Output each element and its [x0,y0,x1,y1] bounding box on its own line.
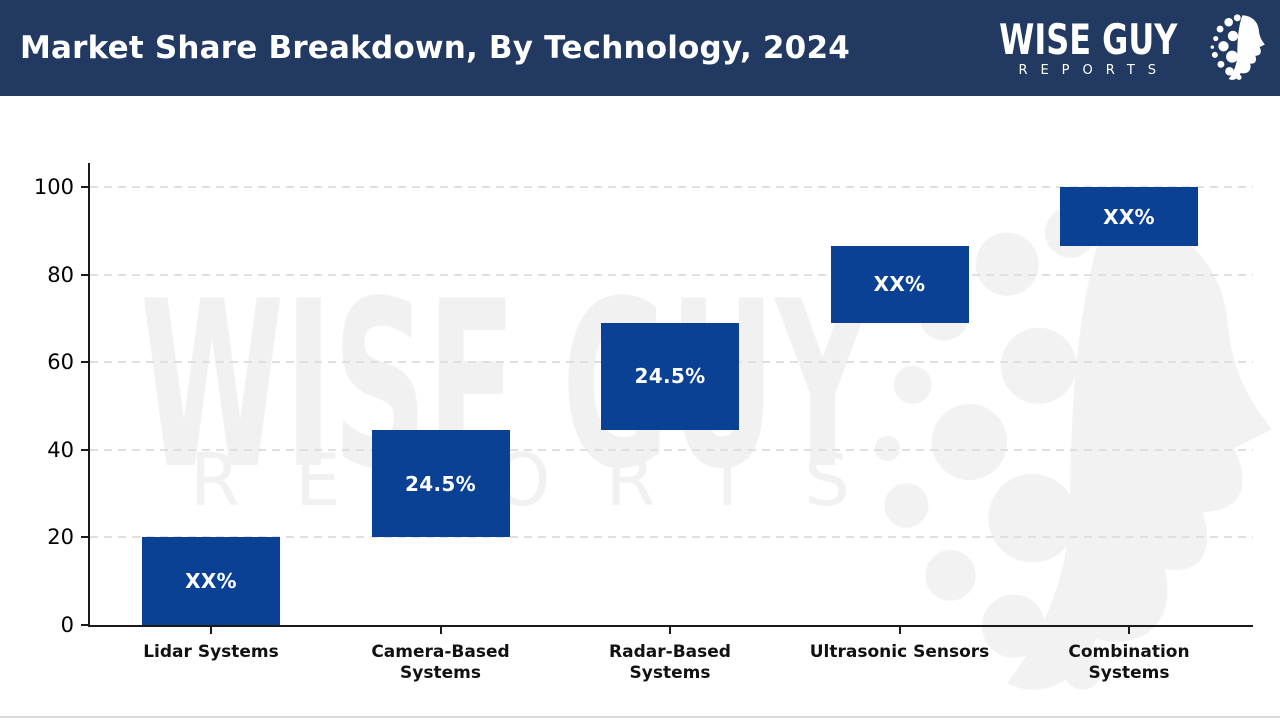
y-gridline [90,536,1253,539]
x-category-label: Combination Systems [1068,642,1190,683]
y-tick-label: 0 [60,613,74,637]
bar-value-label: XX% [1103,204,1155,229]
bar-value-label: XX% [185,569,237,594]
x-category-label: Radar-Based Systems [609,642,731,683]
header-bar: Market Share Breakdown, By Technology, 2… [0,0,1280,96]
x-tick-mark [210,627,212,634]
y-tick-mark [81,273,88,276]
bar-value-label: 24.5% [634,364,706,389]
y-tick-label: 60 [47,350,74,375]
y-tick-mark [81,448,88,451]
y-gridline [90,448,1253,451]
plot-area: WISE GUY REPORTS 0 20 40 60 80 100 XX% Lidar Sy… [0,96,1280,716]
logo-text: WISE GUY REPORTS [971,15,1206,79]
logo-head-icon [1210,14,1265,80]
y-tick-mark [81,536,88,539]
x-tick-mark [1128,627,1130,634]
x-axis-line [88,625,1253,627]
logo-subtext: REPORTS [1018,63,1170,78]
watermark-subtext: REPORTS [190,438,850,522]
y-tick-mark [81,624,88,626]
bar-segment: 24.5% [601,322,739,431]
y-gridline [90,273,1253,276]
y-tick-label: 20 [47,525,74,550]
x-category-label: Lidar Systems [143,642,279,662]
bar-segment: XX% [142,537,280,625]
logo-wordmark: WISE GUY [999,15,1178,64]
bar-segment: XX% [1060,187,1198,247]
x-category-label: Ultrasonic Sensors [809,642,990,662]
y-tick-label: 40 [47,437,74,462]
bar-value-label: 24.5% [405,471,476,496]
watermark: WISE GUY REPORTS [140,207,1272,690]
x-category-label: Camera-Based Systems [371,642,510,683]
wiseguy-logo: WISE GUY REPORTS [971,0,1270,96]
y-axis-line [88,163,90,627]
y-gridline [90,186,1253,188]
y-tick-mark [81,361,88,364]
y-tick-label: 100 [33,175,74,199]
y-tick-mark [81,186,88,188]
bottom-divider [0,716,1280,718]
page-title: Market Share Breakdown, By Technology, 2… [20,30,850,66]
x-tick-mark [669,627,671,634]
bar-segment: 24.5% [371,430,510,538]
x-tick-mark [898,627,901,634]
bar-value-label: XX% [873,272,926,297]
x-tick-mark [439,627,442,634]
bar-segment: XX% [830,246,969,323]
y-tick-label: 80 [47,262,74,287]
